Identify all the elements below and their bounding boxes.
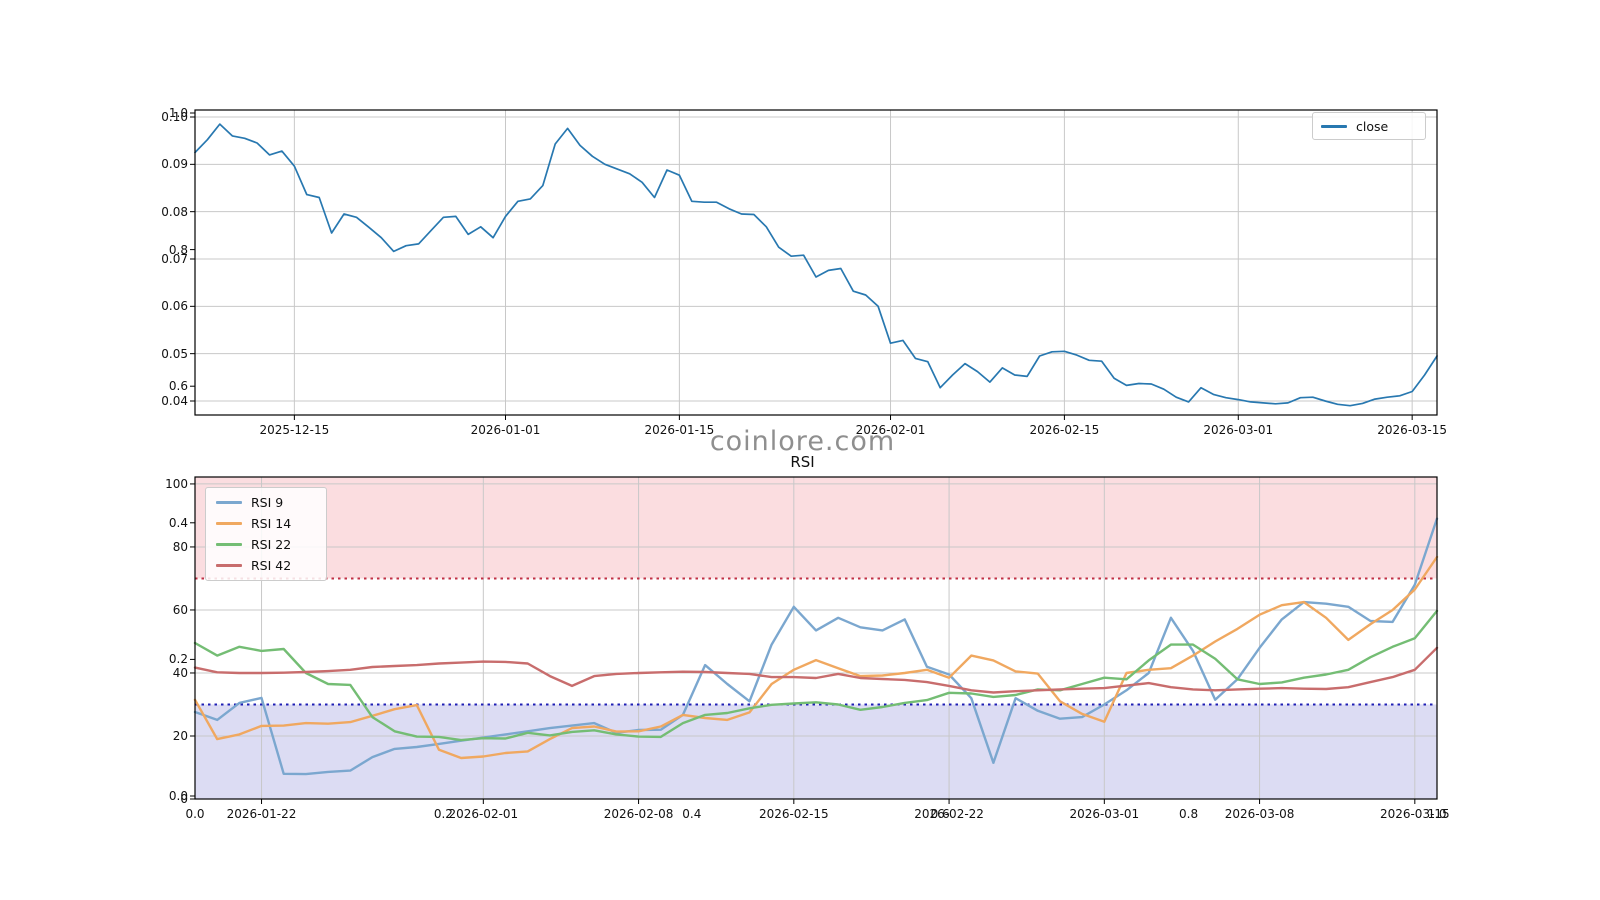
ghost-x-tick-label: 0.2 [433,807,453,821]
overbought-band [195,477,1437,579]
series-rsi-14 [193,555,1439,760]
ghost-y-tick-label: 0.2 [168,652,188,667]
x-tick-label: 2026-02-08 [603,807,674,821]
rsi14-line-swatch [216,522,242,525]
ghost-x-tick-label: 0.8 [1179,807,1199,821]
rsi-subplot-title: RSI [790,453,815,471]
ghost-x-tick-label: 0.0 [185,807,205,821]
y-tick-label: 20 [172,728,188,743]
x-tick-label: 2026-02-15 [1029,423,1100,437]
y-tick-label: 0.04 [161,393,188,408]
x-tick-label: 2026-03-15 [1379,807,1450,821]
legend-label-close: close [1356,118,1389,134]
series-close [194,123,1438,407]
ghost-x-tick-label: 1.0 [1427,807,1447,821]
x-tick-label: 2026-03-01 [1203,423,1274,437]
y-tick-label: 0.06 [161,299,188,314]
x-tick-label: 2026-02-22 [914,807,984,821]
x-tick-label: 2026-03-08 [1224,807,1295,821]
ghost-y-tick-label: 0.4 [168,515,188,530]
x-tick-label: 2026-02-01 [855,423,926,437]
ghost-y-tick-label: 0.6 [168,379,188,394]
legend-item-rsi22: RSI 22 [216,537,316,552]
y-tick-label: 0 [180,792,188,806]
legend-item-rsi14: RSI 14 [216,516,316,531]
axes-spine [194,109,1438,416]
y-tick-label: 0.08 [161,204,188,219]
oversold-band [195,704,1437,799]
watermark: coinlore.com [709,426,896,457]
series-rsi-22 [193,609,1439,742]
ghost-y-tick-label: 0.0 [168,789,188,803]
axes-spine [194,476,1438,800]
series-rsi-42 [193,646,1439,694]
legend-item-close: close [1321,119,1417,134]
x-tick-label: 2026-02-01 [448,807,519,821]
y-tick-label: 0.07 [161,251,188,266]
legend-label-rsi14: RSI 14 [251,516,292,531]
x-tick-label: 2026-03-01 [1069,807,1140,821]
close-line-swatch [1321,124,1347,128]
ghost-y-tick-label: 0.8 [168,242,188,257]
y-tick-label: 0.10 [161,110,188,124]
y-tick-label: 100 [165,476,188,491]
legend-item-rsi42: RSI 42 [216,558,316,573]
x-tick-label: 2026-01-01 [470,423,541,437]
rsi-legend: RSI 9 RSI 14 RSI 22 RSI 42 [205,487,327,581]
x-tick-label: 2026-01-15 [644,423,715,437]
ghost-x-tick-label: 0.6 [930,807,950,821]
legend-item-rsi9: RSI 9 [216,495,316,510]
x-tick-label: 2025-12-15 [259,423,330,437]
rsi9-line-swatch [216,501,242,504]
x-tick-label: 2026-02-15 [758,807,829,821]
x-tick-label: 2026-01-22 [226,807,297,821]
y-tick-label: 0.09 [161,157,188,172]
y-tick-label: 80 [172,539,188,554]
series-rsi-9 [193,517,1439,776]
rsi22-line-swatch [216,543,242,546]
rsi42-line-swatch [216,564,242,567]
legend-label-rsi22: RSI 22 [251,537,292,552]
legend-label-rsi9: RSI 9 [251,495,284,510]
y-tick-label: 0.05 [161,346,188,361]
price-legend: close [1312,112,1426,140]
ghost-x-tick-label: 0.4 [682,807,702,821]
ghost-y-tick-label: 1.0 [168,106,188,120]
y-tick-label: 40 [172,665,188,680]
y-tick-label: 60 [172,602,188,617]
x-tick-label: 2026-03-15 [1377,423,1448,437]
legend-label-rsi42: RSI 42 [251,558,292,573]
